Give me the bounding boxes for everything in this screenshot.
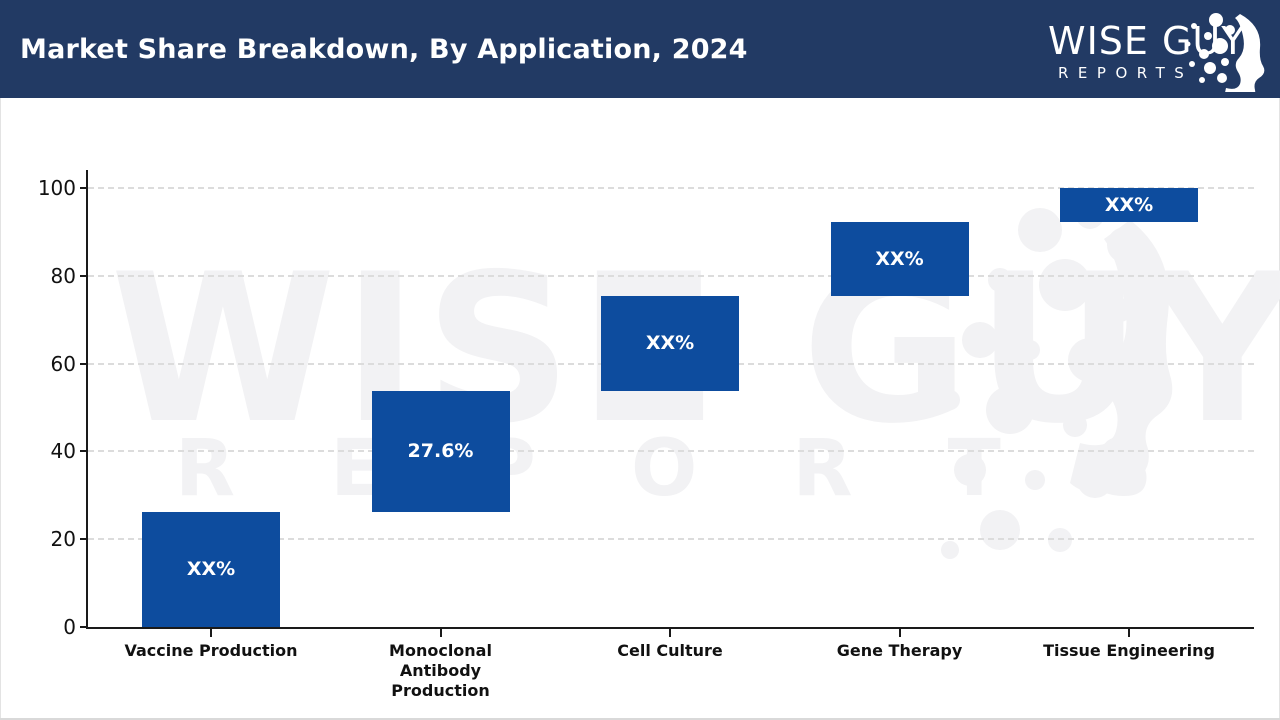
- y-axis-tick: [80, 187, 88, 189]
- grid-line: [88, 274, 1254, 277]
- y-tick-label: 100: [37, 176, 76, 200]
- logo-subtitle: REPORTS: [1058, 64, 1193, 82]
- x-axis-tick: [1128, 629, 1130, 637]
- x-tick-label: Monoclonal Antibody Production: [389, 641, 492, 700]
- y-axis-tick: [80, 274, 88, 277]
- bar-segment: [601, 295, 739, 391]
- x-axis-tick: [898, 629, 901, 637]
- chart-header-band: Market Share Breakdown, By Application, …: [0, 0, 1280, 98]
- y-axis-tick: [80, 626, 88, 628]
- y-tick-label: 80: [50, 263, 76, 288]
- bar-value-label: 27.6%: [407, 440, 474, 463]
- chart-title: Market Share Breakdown, By Application, …: [20, 34, 748, 65]
- y-tick-label: 20: [50, 527, 76, 552]
- wise-guy-reports-logo: WISE GUY REPORTS: [1048, 13, 1265, 92]
- y-axis-tick: [80, 450, 88, 453]
- watermark-text-reports: R E P O R T S: [175, 424, 1187, 514]
- bottom-divider: [0, 718, 1280, 720]
- y-axis-tick: [80, 362, 88, 365]
- bar-segment: [371, 390, 510, 512]
- x-tick-label: Cell Culture: [617, 641, 723, 660]
- logo-wordmark: WISE GUY: [1048, 19, 1245, 63]
- x-tick-label: Tissue Engineering: [1043, 641, 1215, 660]
- y-tick-label: 40: [50, 439, 76, 464]
- bar-value-label: XX%: [186, 558, 236, 581]
- bar-segment: [830, 221, 969, 296]
- bar-value-label: XX%: [875, 247, 924, 270]
- x-axis-tick: [210, 629, 212, 637]
- x-axis-spine: [86, 627, 1254, 629]
- y-tick-label: 60: [50, 351, 76, 376]
- x-axis-tick: [669, 629, 671, 637]
- grid-line: [88, 450, 1254, 453]
- logo-head-icon: [1185, 13, 1265, 92]
- bar-segment: [1060, 188, 1198, 222]
- y-axis-tick: [80, 538, 88, 541]
- y-axis-spine: [86, 170, 88, 629]
- x-tick-label: Gene Therapy: [836, 641, 963, 660]
- bar-segment: [142, 511, 280, 627]
- grid-line: [88, 187, 1254, 189]
- y-tick-label: 0: [63, 615, 76, 639]
- grid-line: [88, 538, 1254, 541]
- bar-value-label: XX%: [1104, 193, 1154, 216]
- x-axis-tick: [439, 629, 442, 637]
- x-tick-label: Vaccine Production: [124, 641, 298, 660]
- bar-value-label: XX%: [645, 332, 695, 355]
- watermark-head-dots: [940, 201, 1173, 559]
